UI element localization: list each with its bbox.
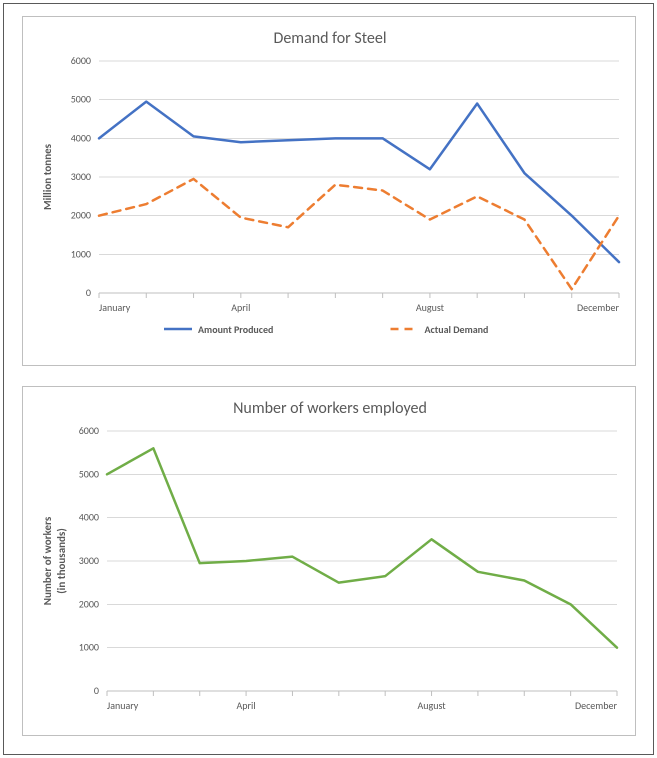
y-axis-label-line2: (in thousands) bbox=[55, 528, 68, 594]
outer-frame: Demand for Steel 0 1000 2000 3000 4000 5000 600… bbox=[3, 3, 654, 755]
series-line bbox=[99, 102, 619, 262]
x-tick-label: December bbox=[577, 301, 620, 314]
chart-title: Demand for Steel bbox=[274, 29, 387, 48]
y-tick-label: 5000 bbox=[79, 467, 99, 480]
y-tick-label: 6000 bbox=[71, 54, 91, 67]
chart-title: Number of workers employed bbox=[233, 399, 427, 418]
y-tick-label: 4000 bbox=[71, 131, 91, 144]
y-tick-label: 2000 bbox=[71, 209, 91, 222]
x-tick-label: April bbox=[231, 301, 250, 314]
x-tick-label: August bbox=[416, 301, 445, 314]
y-axis-label: Million tonnes bbox=[41, 143, 54, 210]
workers-employed-chart: Number of workers employed 0 1000 2000 3000 4… bbox=[22, 386, 636, 736]
y-tick-label: 3000 bbox=[79, 554, 99, 567]
x-tick-label: January bbox=[107, 699, 139, 712]
y-tick-label: 2000 bbox=[79, 597, 99, 610]
y-tick-label: 0 bbox=[86, 286, 91, 299]
legend-label: Actual Demand bbox=[425, 323, 489, 336]
demand-for-steel-chart: Demand for Steel 0 1000 2000 3000 4000 5000 600… bbox=[22, 16, 636, 366]
y-tick-label: 6000 bbox=[79, 424, 99, 437]
y-tick-label: 0 bbox=[94, 684, 99, 697]
x-tick-label: August bbox=[417, 699, 446, 712]
series-line bbox=[99, 179, 619, 289]
y-axis-label-line1: Number of workers bbox=[41, 516, 54, 605]
x-tick-label: January bbox=[99, 301, 131, 314]
y-tick-label: 1000 bbox=[71, 247, 91, 260]
x-tick-label: December bbox=[575, 699, 618, 712]
y-tick-label: 1000 bbox=[79, 641, 99, 654]
chart2-svg: Number of workers employed 0 1000 2000 3000 4… bbox=[23, 387, 637, 737]
y-tick-label: 4000 bbox=[79, 511, 99, 524]
x-tick-label: April bbox=[237, 699, 256, 712]
y-tick-label: 5000 bbox=[71, 93, 91, 106]
y-tick-label: 3000 bbox=[71, 170, 91, 183]
series-line bbox=[107, 448, 617, 647]
legend-label: Amount Produced bbox=[198, 323, 273, 336]
chart1-svg: Demand for Steel 0 1000 2000 3000 4000 5000 600… bbox=[23, 17, 637, 367]
